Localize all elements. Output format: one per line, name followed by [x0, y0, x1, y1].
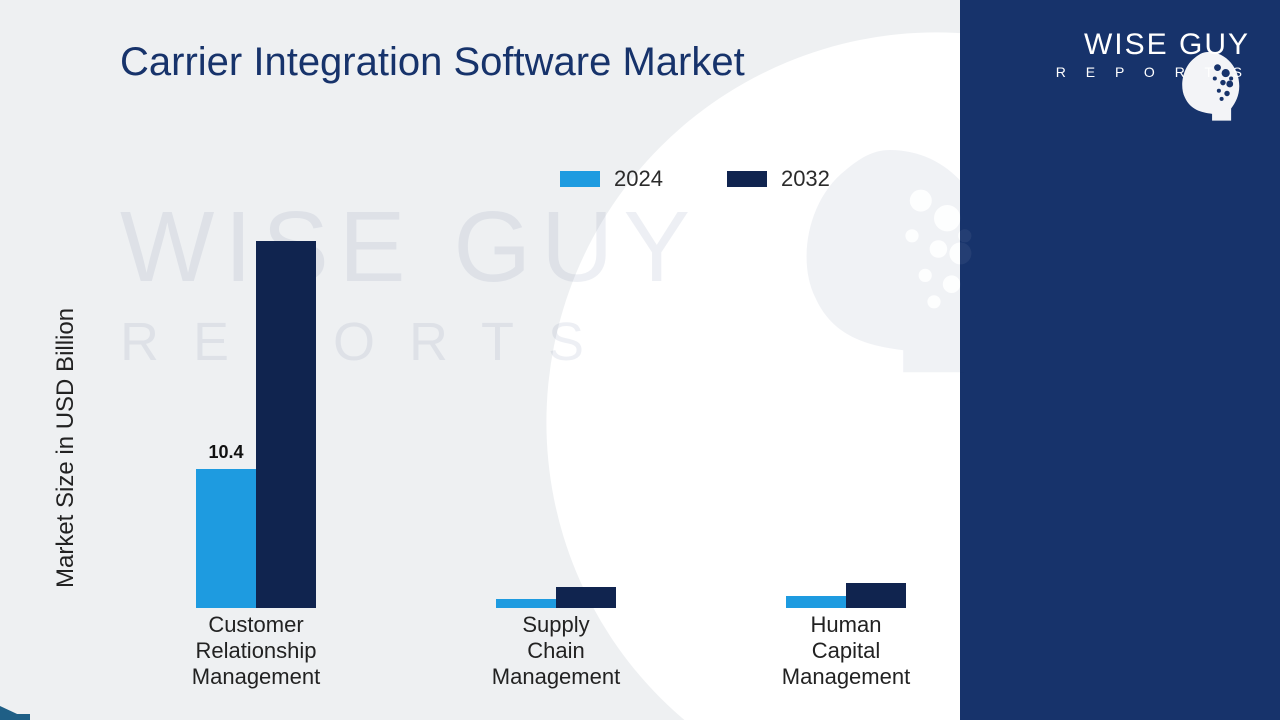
bar — [786, 596, 846, 608]
footer-accent-triangle — [0, 706, 30, 720]
category-label: CustomerRelationshipManagement — [156, 612, 356, 690]
bar — [556, 587, 616, 608]
bar — [196, 469, 256, 608]
bar-value-label: 10.4 — [208, 442, 243, 463]
category-label: HumanCapitalManagement — [746, 612, 946, 690]
chart-title: Carrier Integration Software Market — [120, 40, 745, 85]
brand-head-icon — [1174, 48, 1242, 124]
category-label: SupplyChainManagement — [456, 612, 656, 690]
bar — [256, 241, 316, 608]
infographic-canvas: Carrier Integration Software Market WISE… — [0, 0, 1280, 720]
bar-chart: Market Size in USD Billion 10.4CustomerR… — [96, 178, 916, 622]
bar — [496, 599, 556, 608]
bar — [846, 583, 906, 608]
plot-area: 10.4CustomerRelationshipManagementSupply… — [196, 208, 996, 608]
y-axis-label: Market Size in USD Billion — [52, 308, 80, 588]
brand-logo: WISE GUY R E P O R T S — [1056, 28, 1250, 80]
